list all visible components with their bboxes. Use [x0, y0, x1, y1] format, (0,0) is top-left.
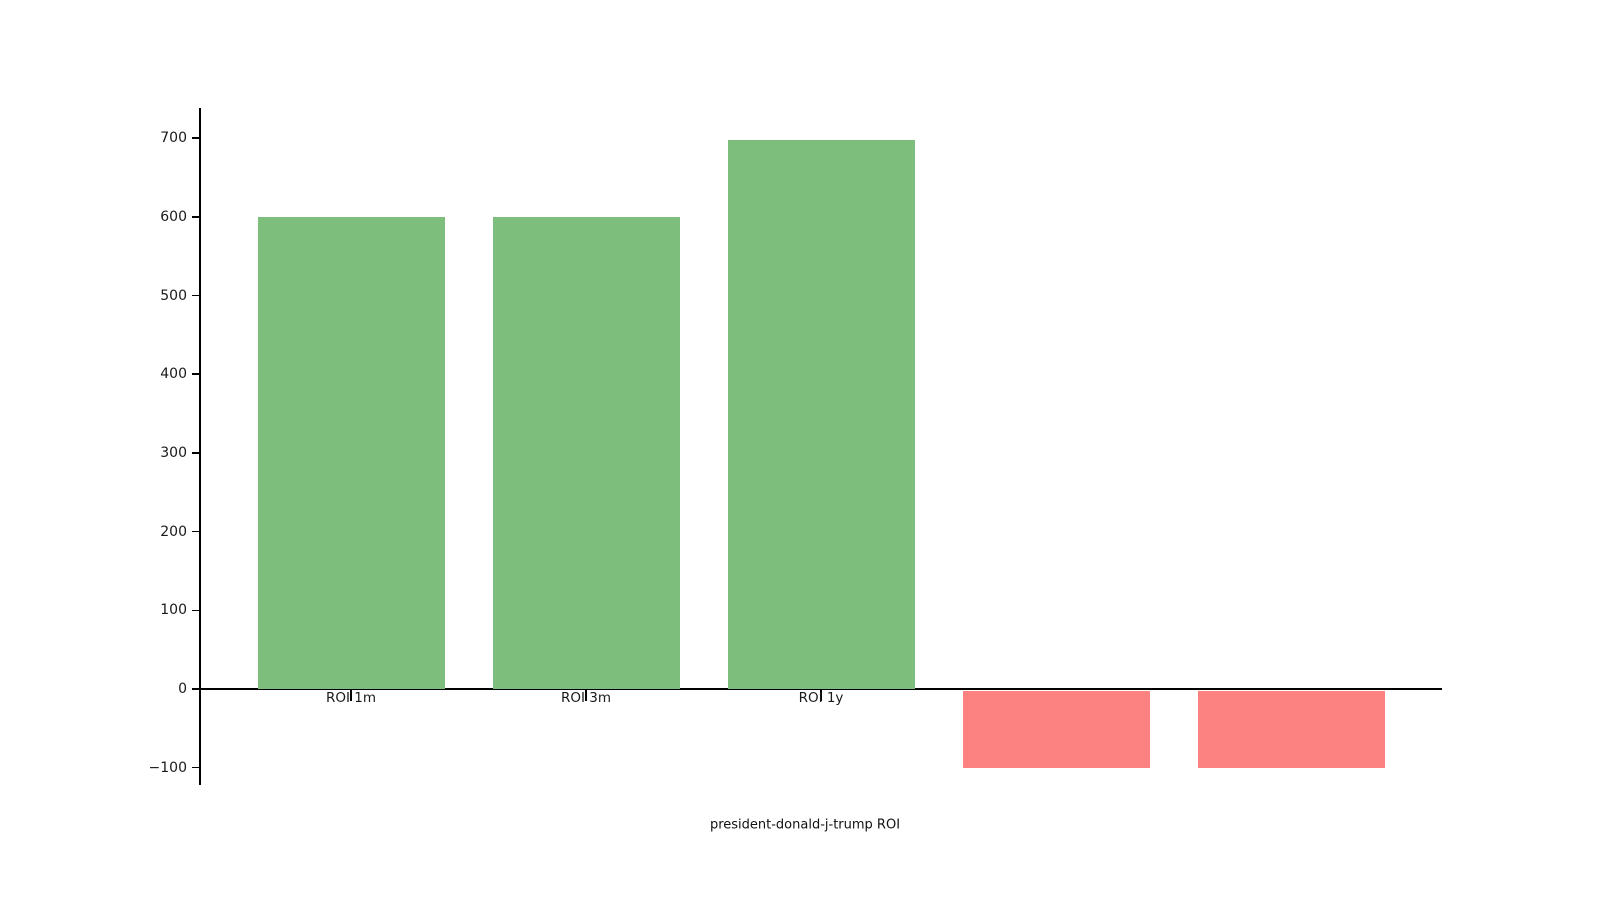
y-axis-tick: [192, 688, 199, 690]
y-axis-tick-label: 700: [160, 130, 187, 147]
y-axis-tick: [192, 216, 199, 218]
bar-ROI 3m: [492, 216, 680, 689]
x-axis-tick: [820, 689, 822, 701]
bar-negative-4: [962, 690, 1150, 768]
y-axis-tick-label: 600: [160, 208, 187, 225]
y-axis-tick-label: 200: [160, 523, 187, 540]
y-axis-tick-label: 100: [160, 602, 187, 619]
y-axis-tick-label: 400: [160, 366, 187, 383]
chart-title: president-donald-j-trump ROI: [709, 817, 901, 833]
bar-negative-5: [1197, 690, 1385, 768]
bar-ROI 1m: [257, 216, 445, 689]
y-axis-tick: [192, 766, 199, 769]
x-axis-tick-label: ROI 1y: [798, 690, 844, 706]
y-axis-tick-label: 300: [160, 444, 187, 461]
y-axis-tick: [192, 373, 199, 375]
y-axis-tick-label: 500: [160, 287, 187, 304]
bar-ROI 1y: [727, 139, 915, 689]
y-axis-tick-label: 0: [178, 681, 187, 697]
y-axis-tick: [192, 609, 199, 612]
x-axis-tick-label: ROI 3m: [560, 690, 612, 706]
x-axis-tick: [350, 689, 352, 701]
y-axis-tick: [192, 294, 199, 297]
y-axis-tick-label: −100: [148, 759, 187, 776]
x-axis-tick-label: ROI 1m: [325, 690, 377, 706]
y-axis-tick: [192, 137, 199, 139]
y-axis-tick: [192, 530, 199, 533]
x-axis-tick: [585, 689, 587, 701]
y-axis-tick: [192, 452, 199, 454]
y-axis-spine: [199, 108, 201, 785]
